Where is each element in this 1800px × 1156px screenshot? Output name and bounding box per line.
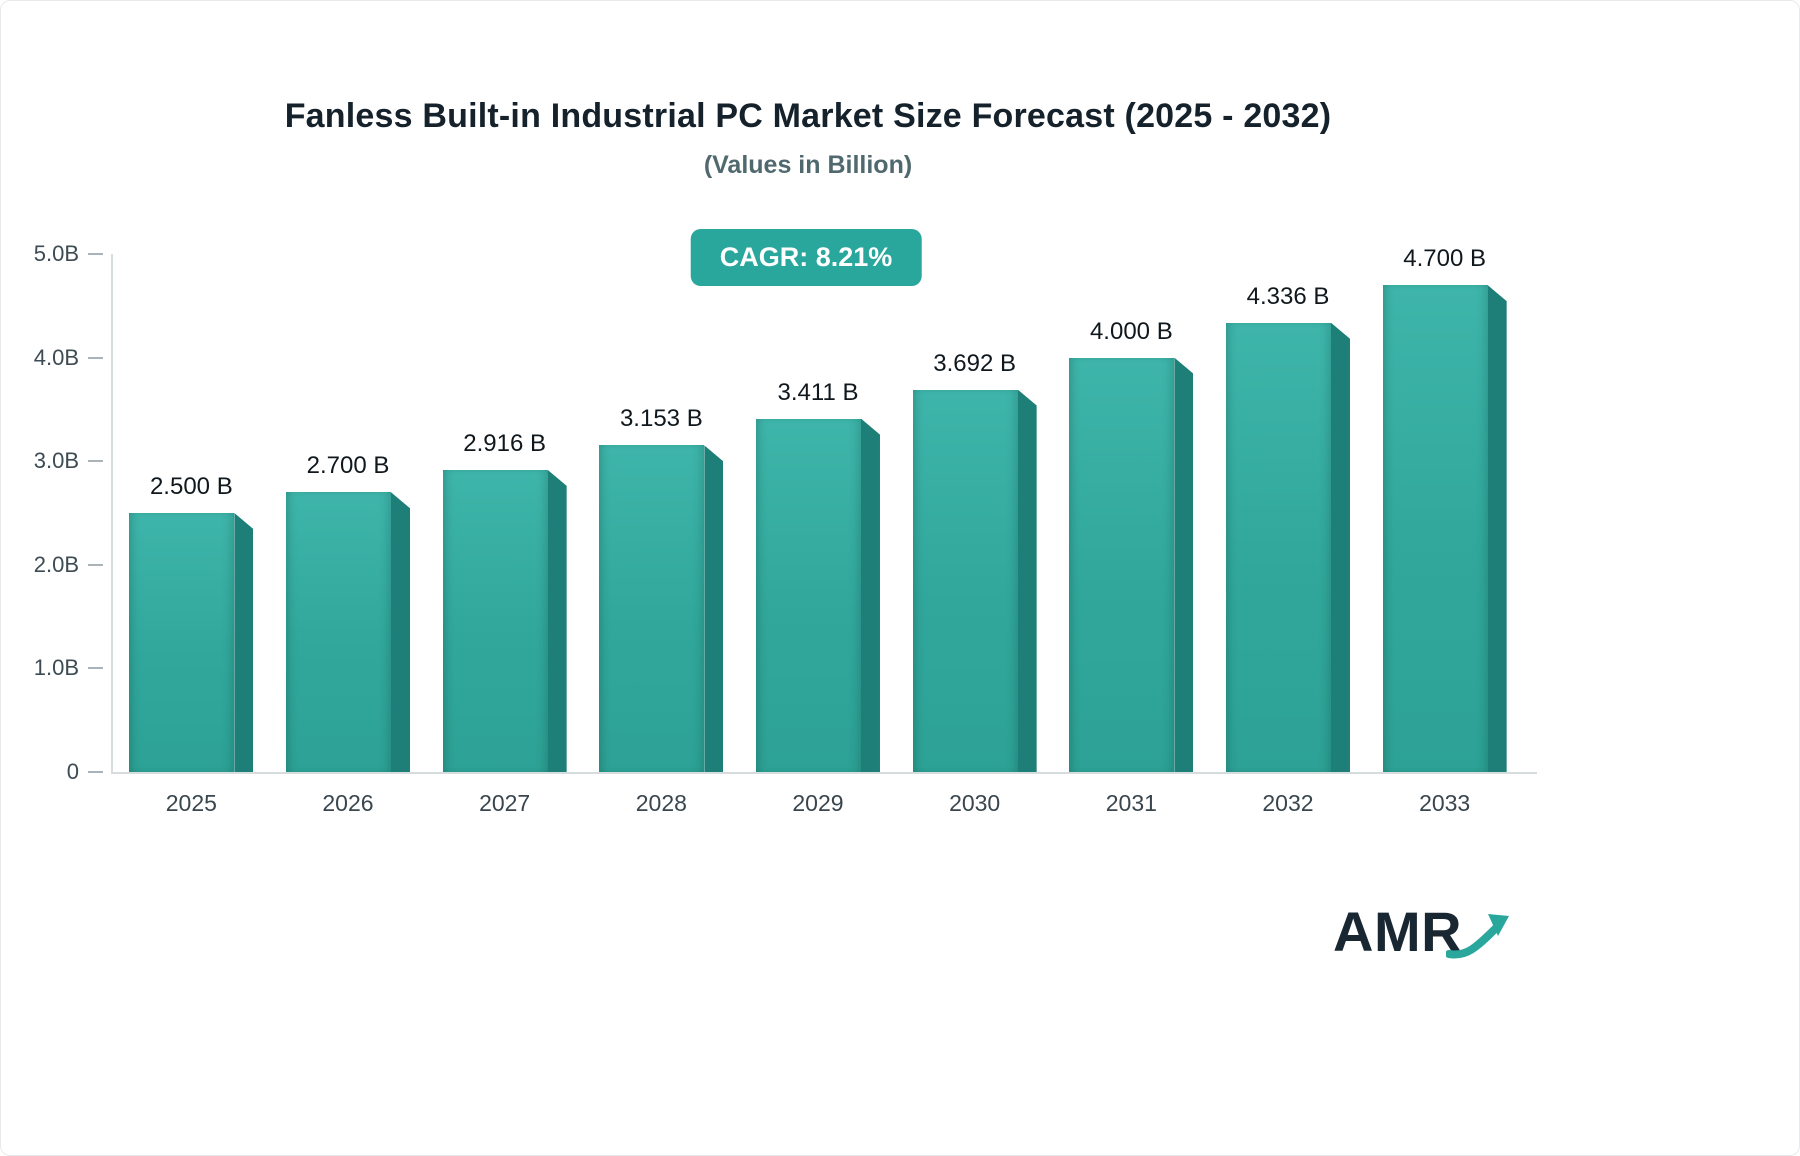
bar-column: 4.700 B xyxy=(1366,245,1523,772)
bar-side xyxy=(390,492,410,772)
x-axis-label: 2026 xyxy=(322,790,374,816)
bar-side xyxy=(1174,357,1194,772)
bar: 3.153 B xyxy=(599,405,724,772)
bar: 4.336 B xyxy=(1225,283,1350,772)
bar-face xyxy=(1225,322,1331,772)
bar-value-label: 4.700 B xyxy=(1403,245,1487,273)
bar-face xyxy=(1382,285,1488,772)
x-axis-line xyxy=(111,772,1537,774)
tick-mark xyxy=(88,771,103,773)
bar: 4.000 B xyxy=(1069,318,1194,772)
bar-face xyxy=(129,513,235,772)
bar-face xyxy=(442,469,548,772)
bar-column: 4.336 B xyxy=(1210,254,1367,772)
tick-mark xyxy=(88,253,103,255)
bar-face xyxy=(1069,357,1175,772)
y-axis-tick-label: 2.0B xyxy=(33,551,79,577)
x-axis-label: 2025 xyxy=(165,790,217,816)
tick-mark xyxy=(88,460,103,463)
bar-column: 3.411 B xyxy=(740,254,897,772)
y-axis-line xyxy=(111,254,113,772)
bar-column: 3.153 B xyxy=(583,254,740,772)
chart-title: Fanless Built-in Industrial PC Market Si… xyxy=(284,97,1332,135)
x-axis-label: 2028 xyxy=(635,790,687,816)
bar-face xyxy=(285,492,391,772)
bar-value-label: 2.700 B xyxy=(306,452,390,480)
x-axis-label: 2031 xyxy=(1105,790,1157,816)
y-axis-tick-label: 4.0B xyxy=(33,344,79,370)
bar-value-label: 3.153 B xyxy=(619,405,703,433)
y-axis-tick-label: 5.0B xyxy=(33,241,79,266)
bar-column: 2.500 B xyxy=(113,254,270,772)
bar-side xyxy=(1017,389,1037,772)
tick-mark xyxy=(88,356,103,359)
y-axis-tick-label: 0 xyxy=(66,759,79,784)
bar-column: 2.700 B xyxy=(270,254,427,772)
y-tick: 5.0B xyxy=(34,241,103,267)
x-axis-label: 2030 xyxy=(949,790,1001,816)
x-axis-label: 2032 xyxy=(1262,790,1314,816)
bar-value-label: 4.336 B xyxy=(1246,282,1330,310)
y-tick: 4.0B xyxy=(34,345,103,371)
y-axis-tick-label: 1.0B xyxy=(33,655,79,681)
bar: 2.700 B xyxy=(285,452,410,772)
plot-area: 2.500 B 2025 2.700 B 2026 2.916 B 2027 3.153 B… xyxy=(34,241,1537,816)
bar-face xyxy=(755,418,861,772)
bar-side xyxy=(1487,285,1507,772)
bar: 4.700 B xyxy=(1382,245,1507,772)
x-axis-label: 2033 xyxy=(1419,790,1471,816)
amr-logo: AMR xyxy=(1333,895,1512,968)
bar-side xyxy=(1330,322,1350,772)
chart-subtitle: (Values in Billion) xyxy=(703,151,913,179)
bar-value-label: 2.916 B xyxy=(463,429,547,457)
bar-side xyxy=(547,469,567,772)
bar-column: 4.000 B xyxy=(1053,254,1210,772)
bar-value-label: 3.692 B xyxy=(933,349,1017,377)
bar-column: 3.692 B xyxy=(896,254,1053,772)
bar: 3.692 B xyxy=(912,350,1037,772)
bar-side xyxy=(234,513,254,772)
bar-column: 2.916 B xyxy=(426,254,583,772)
bar: 3.411 B xyxy=(755,379,880,772)
growth-arrow-icon xyxy=(1445,909,1512,968)
bar-value-label: 4.000 B xyxy=(1089,317,1173,345)
x-axis-label: 2027 xyxy=(479,790,531,816)
y-tick: 2.0B xyxy=(34,552,103,578)
y-tick: 3.0B xyxy=(34,448,103,474)
bar-side xyxy=(860,418,880,772)
y-axis-tick-label: 3.0B xyxy=(33,448,79,474)
y-tick: 0 xyxy=(67,759,103,785)
bar-face xyxy=(599,445,705,772)
x-axis-label: 2029 xyxy=(792,790,844,816)
tick-mark xyxy=(88,667,103,670)
tick-mark xyxy=(88,563,103,566)
y-tick: 1.0B xyxy=(34,655,103,681)
bar-side xyxy=(704,445,724,772)
bar: 2.916 B xyxy=(442,430,567,772)
bar-face xyxy=(912,389,1018,772)
bar-value-label: 2.500 B xyxy=(149,473,233,500)
bar: 2.500 B xyxy=(129,473,254,772)
bar-value-label: 3.411 B xyxy=(777,378,859,406)
cagr-badge: CAGR: 8.21% xyxy=(690,229,922,286)
amr-logo-text: AMR xyxy=(1333,900,1463,963)
